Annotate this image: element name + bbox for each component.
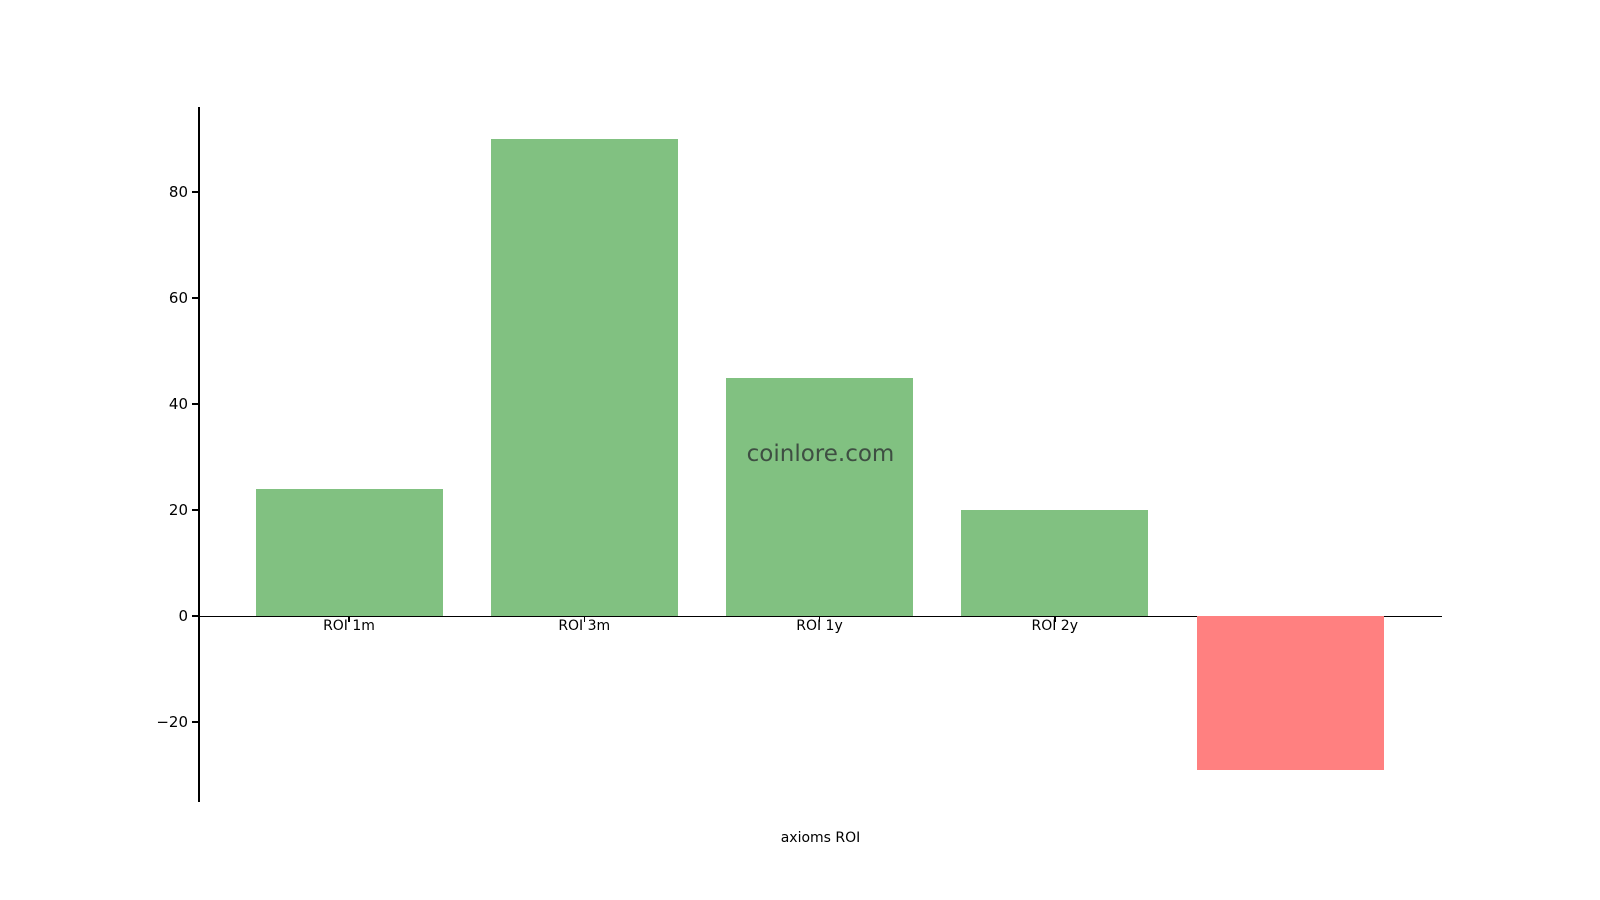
x-tick-label: ROI 2y <box>1031 618 1079 634</box>
y-tick-label: 20 <box>168 501 188 519</box>
y-axis-spine <box>198 107 200 802</box>
bar-roi-1m <box>255 488 443 616</box>
y-tick-label: 60 <box>168 289 188 307</box>
bar-roi-3m <box>490 139 678 616</box>
x-axis-title: axioms ROI <box>780 830 861 846</box>
y-tick-mark <box>192 297 198 299</box>
x-tick-label: ROI 1y <box>796 618 843 634</box>
y-tick-mark <box>192 721 198 723</box>
x-tick-mark <box>348 616 350 622</box>
bar-roi-1y <box>726 377 913 616</box>
x-tick-mark <box>1054 616 1056 622</box>
x-tick-mark <box>583 616 585 622</box>
y-tick-mark <box>192 615 198 617</box>
y-tick-mark <box>192 509 198 511</box>
y-tick-label: 80 <box>168 183 188 201</box>
bar-negative <box>1196 616 1384 770</box>
x-tick-mark <box>818 616 821 622</box>
y-tick-label: 40 <box>168 395 188 413</box>
y-tick-mark <box>192 191 198 193</box>
x-tick-label: ROI 1m <box>323 618 375 634</box>
bar-roi-2y <box>961 510 1149 616</box>
y-tick-label: 0 <box>178 607 188 625</box>
watermark-text: coinlore.com <box>746 441 895 467</box>
x-axis-line <box>199 615 1442 617</box>
y-tick-mark <box>192 403 198 405</box>
x-tick-label: ROI 3m <box>558 618 611 634</box>
y-tick-label: −20 <box>156 713 188 731</box>
